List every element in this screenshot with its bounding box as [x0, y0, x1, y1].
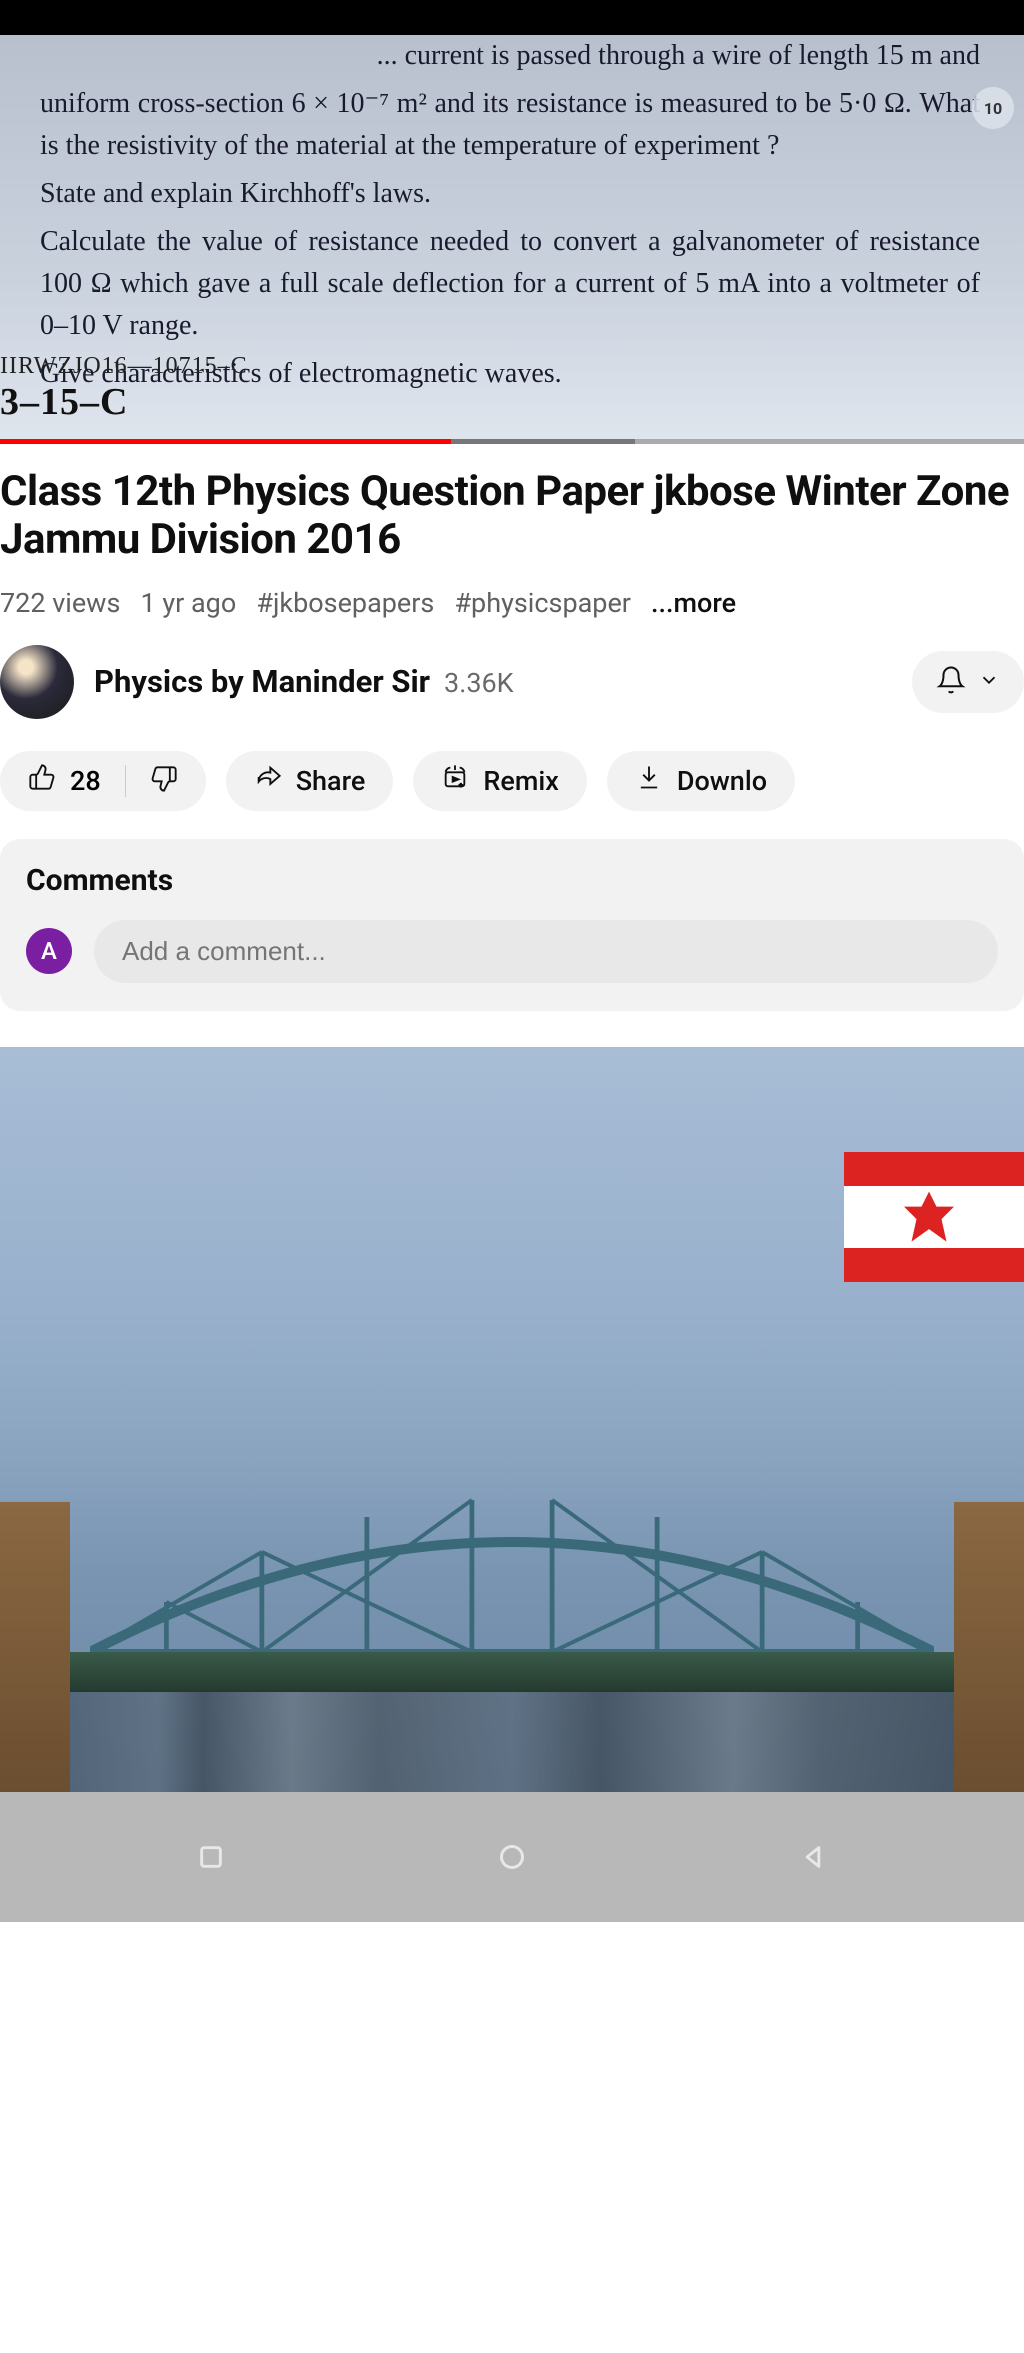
home-button[interactable] [487, 1832, 537, 1882]
action-buttons-row: 28 Share Remix Downlo [0, 739, 1024, 839]
bridge-tower-right [954, 1502, 1024, 1792]
channel-name-wrap[interactable]: Physics by Maninder Sir 3.36K [94, 663, 892, 700]
progress-buffered [451, 439, 635, 444]
video-frame-content: ... current is passed through a wire of … [0, 35, 1024, 395]
channel-avatar[interactable] [0, 645, 74, 719]
bridge-tower-left [0, 1502, 70, 1792]
view-count: 722 views [0, 587, 120, 619]
bridge-deck [70, 1652, 954, 1692]
remix-button[interactable]: Remix [413, 751, 586, 811]
bridge-arch [90, 1492, 934, 1652]
bell-icon [936, 665, 966, 699]
upload-age: 1 yr ago [141, 587, 237, 619]
paper-codes: IIRWZJO16—10715–C 3–15–C [0, 353, 248, 424]
user-initial: A [41, 937, 57, 965]
dislike-button[interactable] [126, 765, 206, 797]
paper-code-1: IIRWZJO16—10715–C [0, 353, 248, 380]
video-meta[interactable]: 722 views 1 yr ago #jkbosepapers #physic… [0, 587, 1024, 619]
channel-row: Physics by Maninder Sir 3.36K [0, 619, 1024, 739]
share-button[interactable]: Share [226, 751, 394, 811]
progress-played [0, 439, 451, 444]
paper-code-2: 3–15–C [0, 380, 248, 424]
paper-q2: State and explain Kirchhoff's laws. [40, 173, 980, 215]
user-avatar[interactable]: A [26, 928, 72, 974]
comments-section[interactable]: Comments A [0, 839, 1024, 1011]
status-bar [0, 0, 1024, 35]
like-dislike-group: 28 [0, 751, 206, 811]
remix-label: Remix [483, 765, 558, 797]
video-title[interactable]: Class 12th Physics Question Paper jkbose… [0, 468, 1024, 565]
comment-input-row: A [26, 920, 998, 983]
comment-input[interactable] [94, 920, 998, 983]
thumbs-down-icon [150, 765, 178, 797]
share-label: Share [296, 765, 366, 797]
next-video-thumbnail[interactable] [0, 1047, 1024, 1792]
hashtag-2: #physicspaper [454, 587, 630, 619]
video-progress-bar[interactable] [0, 439, 1024, 444]
like-button[interactable]: 28 [0, 763, 125, 798]
back-button[interactable] [788, 1832, 838, 1882]
canada-flag [844, 1152, 1024, 1282]
download-icon [635, 763, 663, 798]
more-link: ...more [651, 587, 736, 619]
paper-line-top: ... current is passed through a wire of … [40, 35, 980, 77]
like-count: 28 [70, 765, 101, 797]
remix-icon [441, 763, 469, 798]
share-icon [254, 763, 282, 798]
system-nav-bar [0, 1792, 1024, 1922]
download-button[interactable]: Downlo [607, 751, 795, 811]
video-player[interactable]: ... current is passed through a wire of … [0, 35, 1024, 444]
city-skyline [70, 1692, 954, 1792]
chevron-down-icon [978, 669, 1000, 695]
skip-forward-badge[interactable]: 10 [972, 87, 1014, 129]
channel-subscriber-count: 3.36K [444, 667, 514, 699]
paper-q1: uniform cross-section 6 × 10⁻⁷ m² and it… [40, 83, 980, 167]
channel-name: Physics by Maninder Sir [94, 663, 430, 700]
skip-seconds: 10 [984, 99, 1002, 118]
hashtag-1: #jkbosepapers [256, 587, 434, 619]
notification-button[interactable] [912, 651, 1024, 713]
thumbs-up-icon [28, 763, 56, 798]
recent-apps-button[interactable] [186, 1832, 236, 1882]
comments-title: Comments [26, 863, 998, 898]
video-info-section: Class 12th Physics Question Paper jkbose… [0, 444, 1024, 1011]
download-label: Downlo [677, 765, 767, 797]
paper-q3: Calculate the value of resistance needed… [40, 221, 980, 347]
